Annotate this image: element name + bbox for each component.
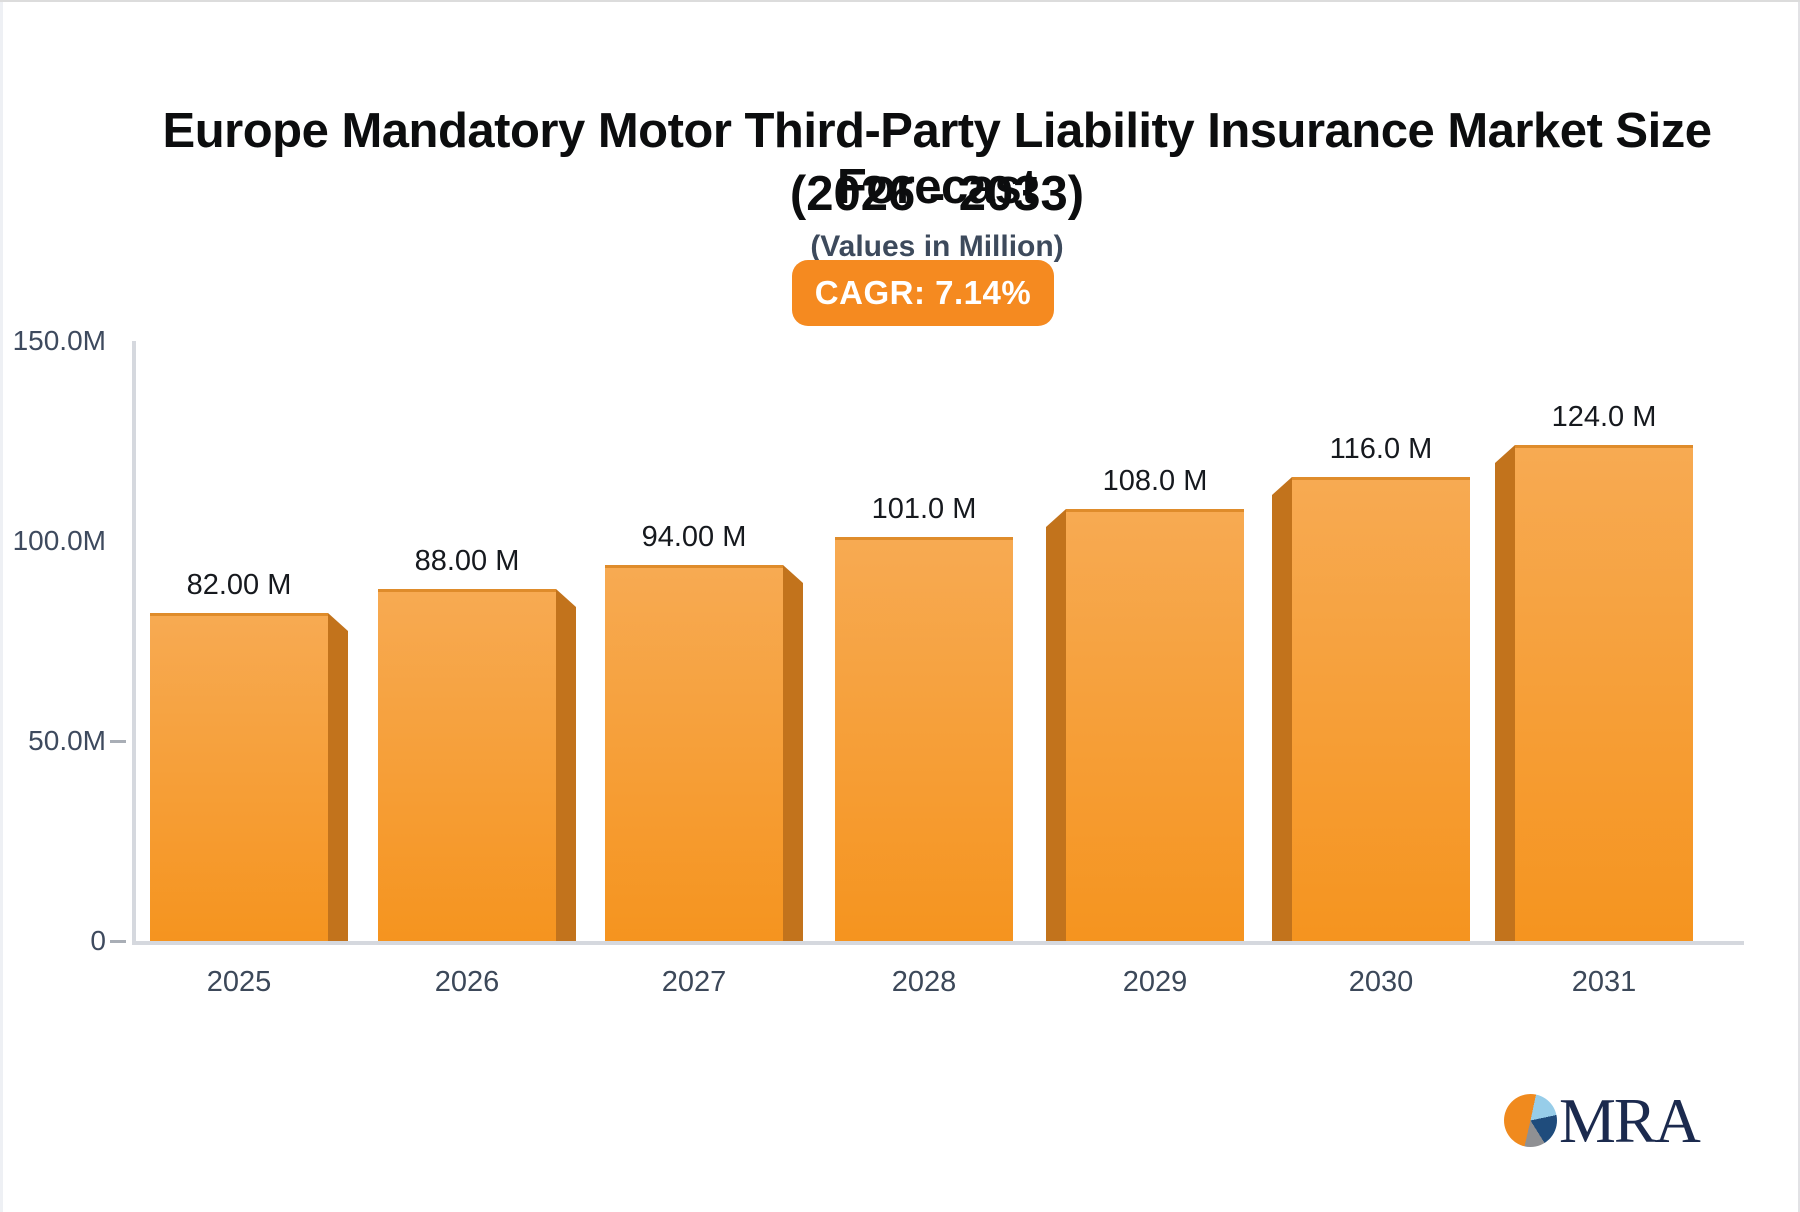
y-axis-tick bbox=[110, 740, 126, 743]
x-axis-label: 2027 bbox=[661, 966, 727, 998]
y-axis-label: 100.0M bbox=[12, 525, 106, 556]
bar-value-label: 101.0 M bbox=[871, 493, 977, 525]
x-axis-label: 2031 bbox=[1571, 966, 1637, 998]
y-axis-tick bbox=[110, 940, 126, 943]
bar-2030 bbox=[1292, 477, 1470, 941]
y-axis-line bbox=[132, 341, 136, 945]
bar-value-label: 116.0 M bbox=[1329, 433, 1433, 465]
chart-title-line2: (2026 - 2033) bbox=[789, 167, 1085, 221]
cagr-badge: CAGR: 7.14% bbox=[792, 260, 1054, 326]
bar-2031 bbox=[1515, 445, 1693, 941]
bar-2028 bbox=[835, 537, 1013, 941]
bar-side-shadow bbox=[1046, 509, 1066, 941]
x-axis-label: 2026 bbox=[434, 966, 500, 998]
x-axis-label: 2030 bbox=[1348, 966, 1414, 998]
x-axis-label: 2029 bbox=[1122, 966, 1188, 998]
x-axis-label: 2028 bbox=[891, 966, 957, 998]
cagr-badge-label: CAGR: 7.14% bbox=[814, 274, 1032, 311]
bar-side-shadow bbox=[1495, 445, 1515, 941]
bar-side-shadow bbox=[328, 613, 348, 941]
mra-logo-text: MRA bbox=[1559, 1085, 1701, 1156]
bar-value-label: 88.00 M bbox=[414, 545, 520, 577]
bar-value-label: 124.0 M bbox=[1551, 401, 1657, 433]
y-axis-label: 0 bbox=[90, 925, 106, 956]
chart-subtitle: (Values in Million) bbox=[810, 230, 1064, 263]
chart-title-line1: Europe Mandatory Motor Third-Party Liabi… bbox=[162, 104, 1712, 214]
x-axis-baseline bbox=[132, 941, 1744, 945]
bar-side-shadow bbox=[1272, 477, 1292, 941]
bar-value-label: 94.00 M bbox=[641, 521, 747, 553]
mra-pie-icon bbox=[1504, 1094, 1557, 1147]
bar-2027 bbox=[605, 565, 783, 941]
bar-2025 bbox=[150, 613, 328, 941]
bar-2029 bbox=[1066, 509, 1244, 941]
bar-2026 bbox=[378, 589, 556, 941]
bar-side-shadow bbox=[783, 565, 803, 941]
y-axis-label: 50.0M bbox=[28, 725, 106, 756]
x-axis-label: 2025 bbox=[206, 966, 272, 998]
y-axis-label: 150.0M bbox=[12, 325, 106, 356]
bar-value-label: 108.0 M bbox=[1102, 465, 1208, 497]
bar-value-label: 82.00 M bbox=[186, 569, 292, 601]
bar-side-shadow bbox=[556, 589, 576, 941]
mra-logo: MRA bbox=[1504, 1085, 1701, 1156]
